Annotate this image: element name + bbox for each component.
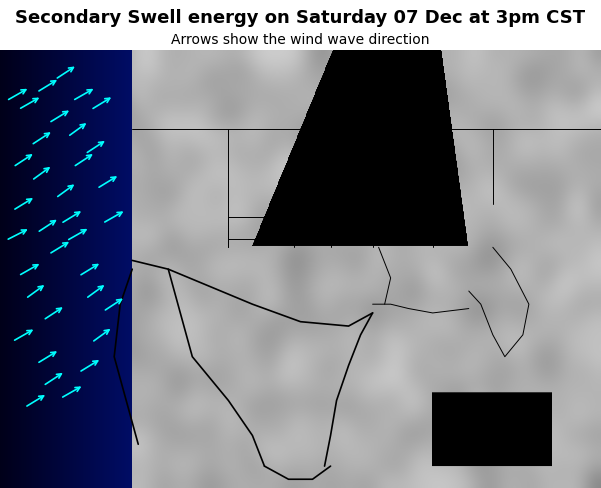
Text: Arrows show the wind wave direction: Arrows show the wind wave direction [171,33,430,47]
FancyBboxPatch shape [0,51,132,488]
Text: Secondary Swell energy on Saturday 07 Dec at 3pm CST: Secondary Swell energy on Saturday 07 De… [16,9,585,27]
